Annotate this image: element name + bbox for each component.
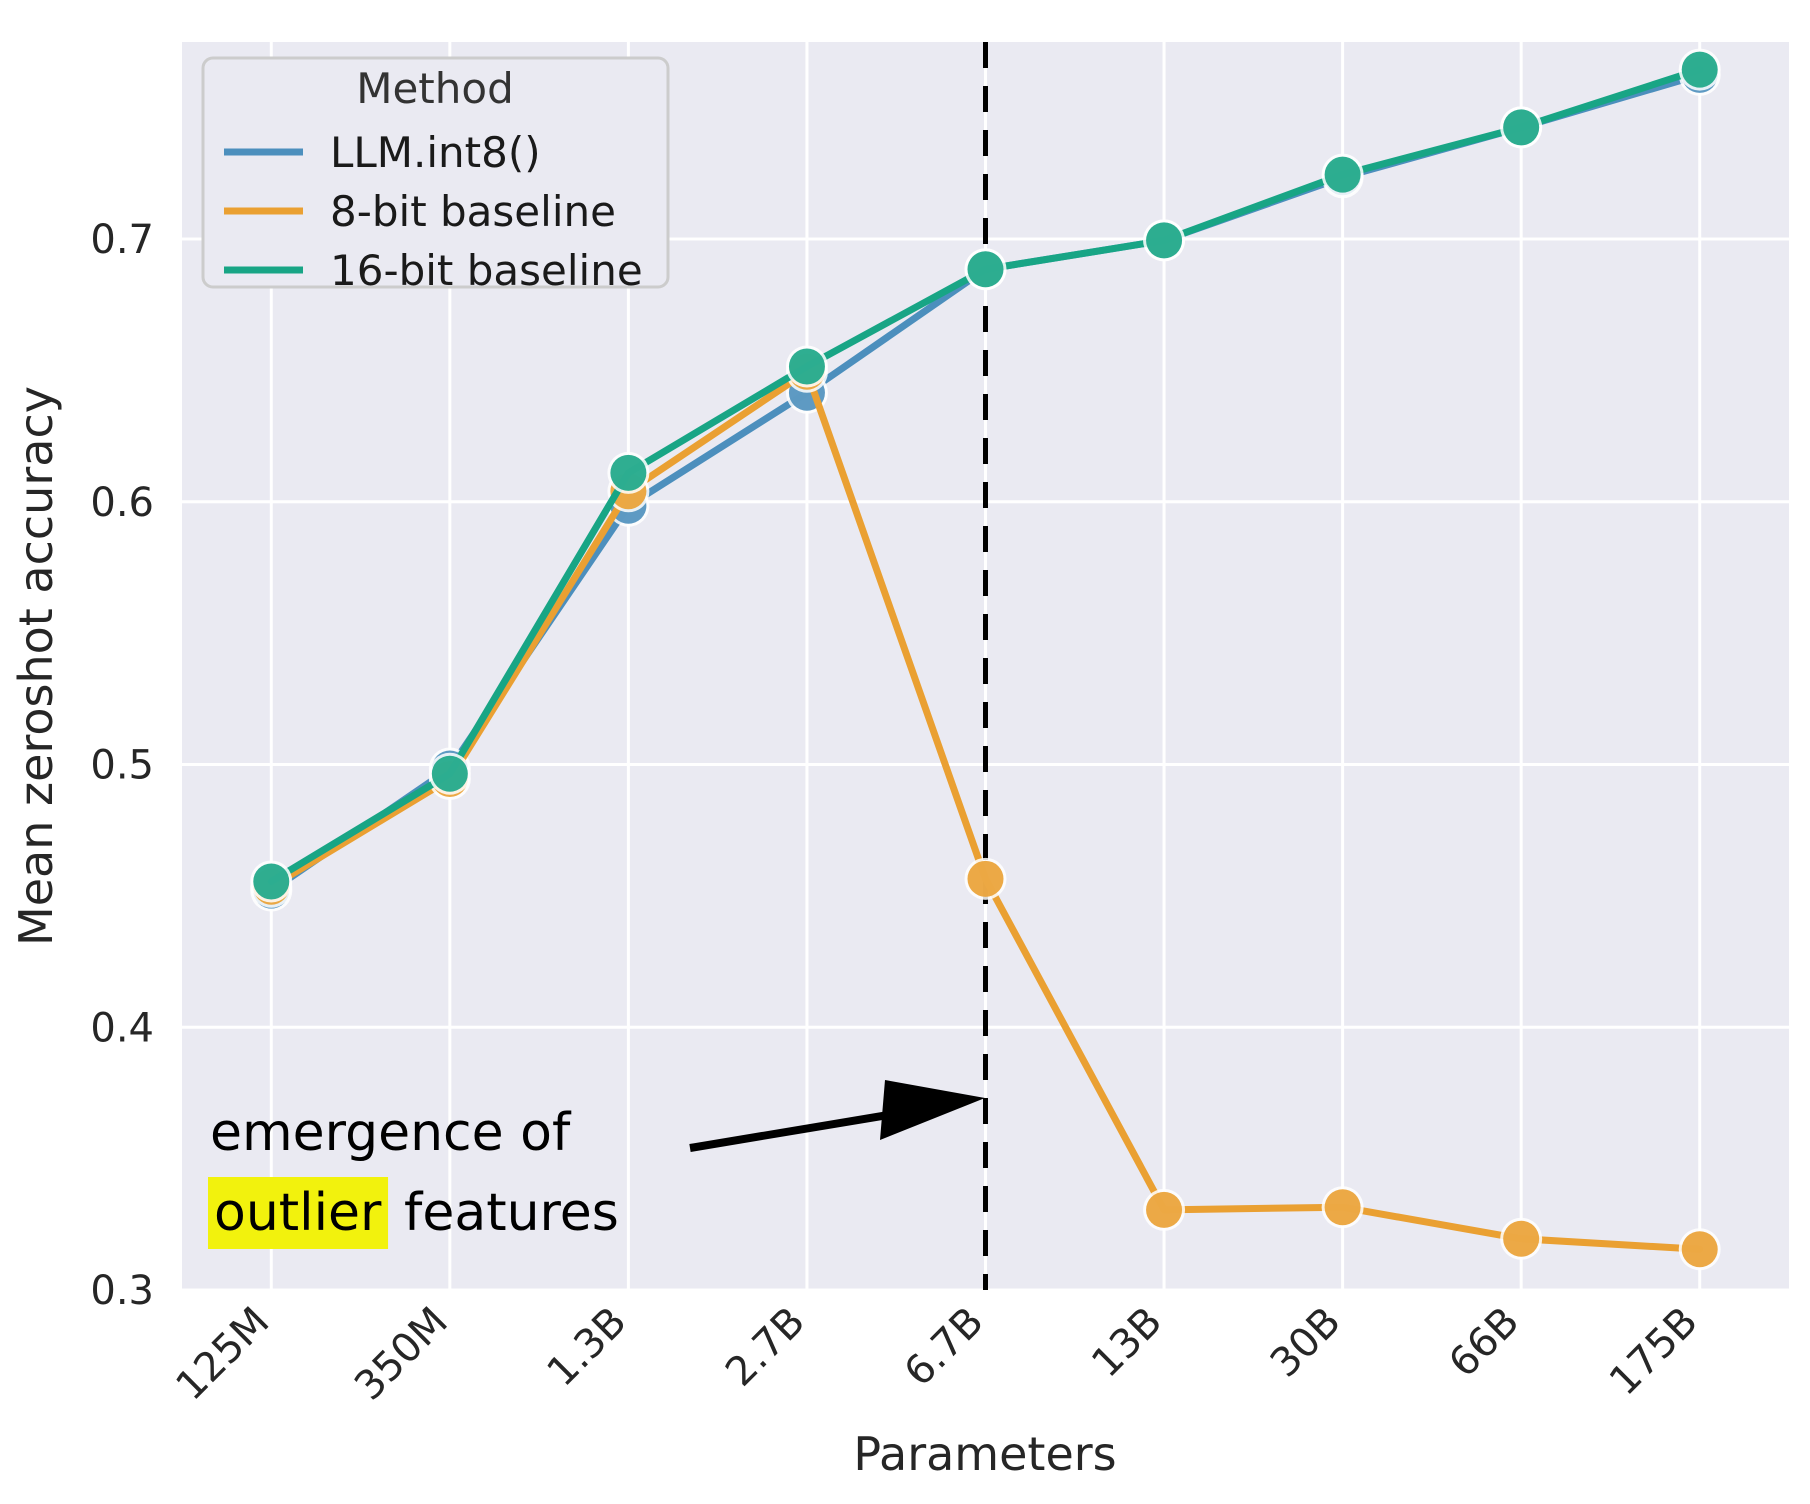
x-tick-label-125M: 125M [167, 1299, 278, 1410]
series-layer [250, 48, 1721, 1271]
legend-label-2[interactable]: 8-bit baseline [330, 187, 616, 236]
data-point-marker[interactable] [253, 863, 290, 900]
y-tick-label: 0.4 [90, 1005, 154, 1051]
data-point-marker[interactable] [1681, 1231, 1718, 1268]
annotation-arrow [689, 1080, 985, 1152]
annotation-line-1: emergence of [210, 1103, 572, 1163]
legend-title: Method [356, 64, 514, 113]
legend-label-3[interactable]: 16-bit baseline [330, 246, 643, 295]
data-point-marker[interactable] [1146, 1191, 1183, 1228]
x-tick-label-6.7B: 6.7B [896, 1299, 993, 1396]
data-point-marker[interactable] [967, 860, 1004, 897]
legend-box [201, 56, 670, 289]
y-tick-labels: 0.3 0.4 0.5 0.6 0.7 [90, 217, 154, 1314]
legend-items[interactable]: LLM.int8() 8-bit baseline 16-bit baseline [224, 128, 643, 295]
annotation-highlighted-word: outlier [214, 1183, 382, 1243]
annotation-line-2-tail: features [404, 1183, 619, 1243]
y-tick-label: 0.6 [90, 480, 154, 526]
y-tick-label: 0.3 [90, 1268, 154, 1314]
y-tick-label: 0.7 [90, 217, 154, 263]
x-tick-label-350M: 350M [346, 1299, 457, 1410]
data-point-marker[interactable] [431, 755, 468, 792]
x-tick-label-1.3B: 1.3B [539, 1299, 636, 1396]
x-tick-label-30B: 30B [1262, 1299, 1350, 1387]
x-axis-title: Parameters [853, 1427, 1116, 1481]
data-point-marker[interactable] [967, 251, 1004, 288]
data-point-marker[interactable] [1146, 222, 1183, 259]
legend[interactable]: Method LLM.int8() 8-bit baseline 16-bit ba… [201, 56, 670, 295]
data-point-marker[interactable] [1503, 1220, 1540, 1257]
series-3 [250, 48, 1721, 903]
data-point-marker[interactable] [1681, 51, 1718, 88]
x-tick-label-2.7B: 2.7B [717, 1299, 814, 1396]
x-tick-labels: 125M 350M 1.3B 2.7B 6.7B 13B 30B 66B 175B [167, 1299, 1706, 1410]
y-axis-title: Mean zeroshot accuracy [9, 386, 63, 946]
y-tick-label: 0.5 [90, 743, 154, 789]
annotation-highlight-box [208, 1177, 389, 1249]
data-point-marker[interactable] [788, 348, 825, 385]
x-tick-label-175B: 175B [1601, 1299, 1707, 1405]
x-tick-label-66B: 66B [1440, 1299, 1528, 1387]
data-point-marker[interactable] [1324, 156, 1361, 193]
data-point-marker[interactable] [610, 454, 647, 491]
data-point-marker[interactable] [1324, 1189, 1361, 1226]
x-tick-label-13B: 13B [1083, 1299, 1171, 1387]
data-point-marker[interactable] [1503, 109, 1540, 146]
legend-label-1[interactable]: LLM.int8() [330, 128, 541, 177]
